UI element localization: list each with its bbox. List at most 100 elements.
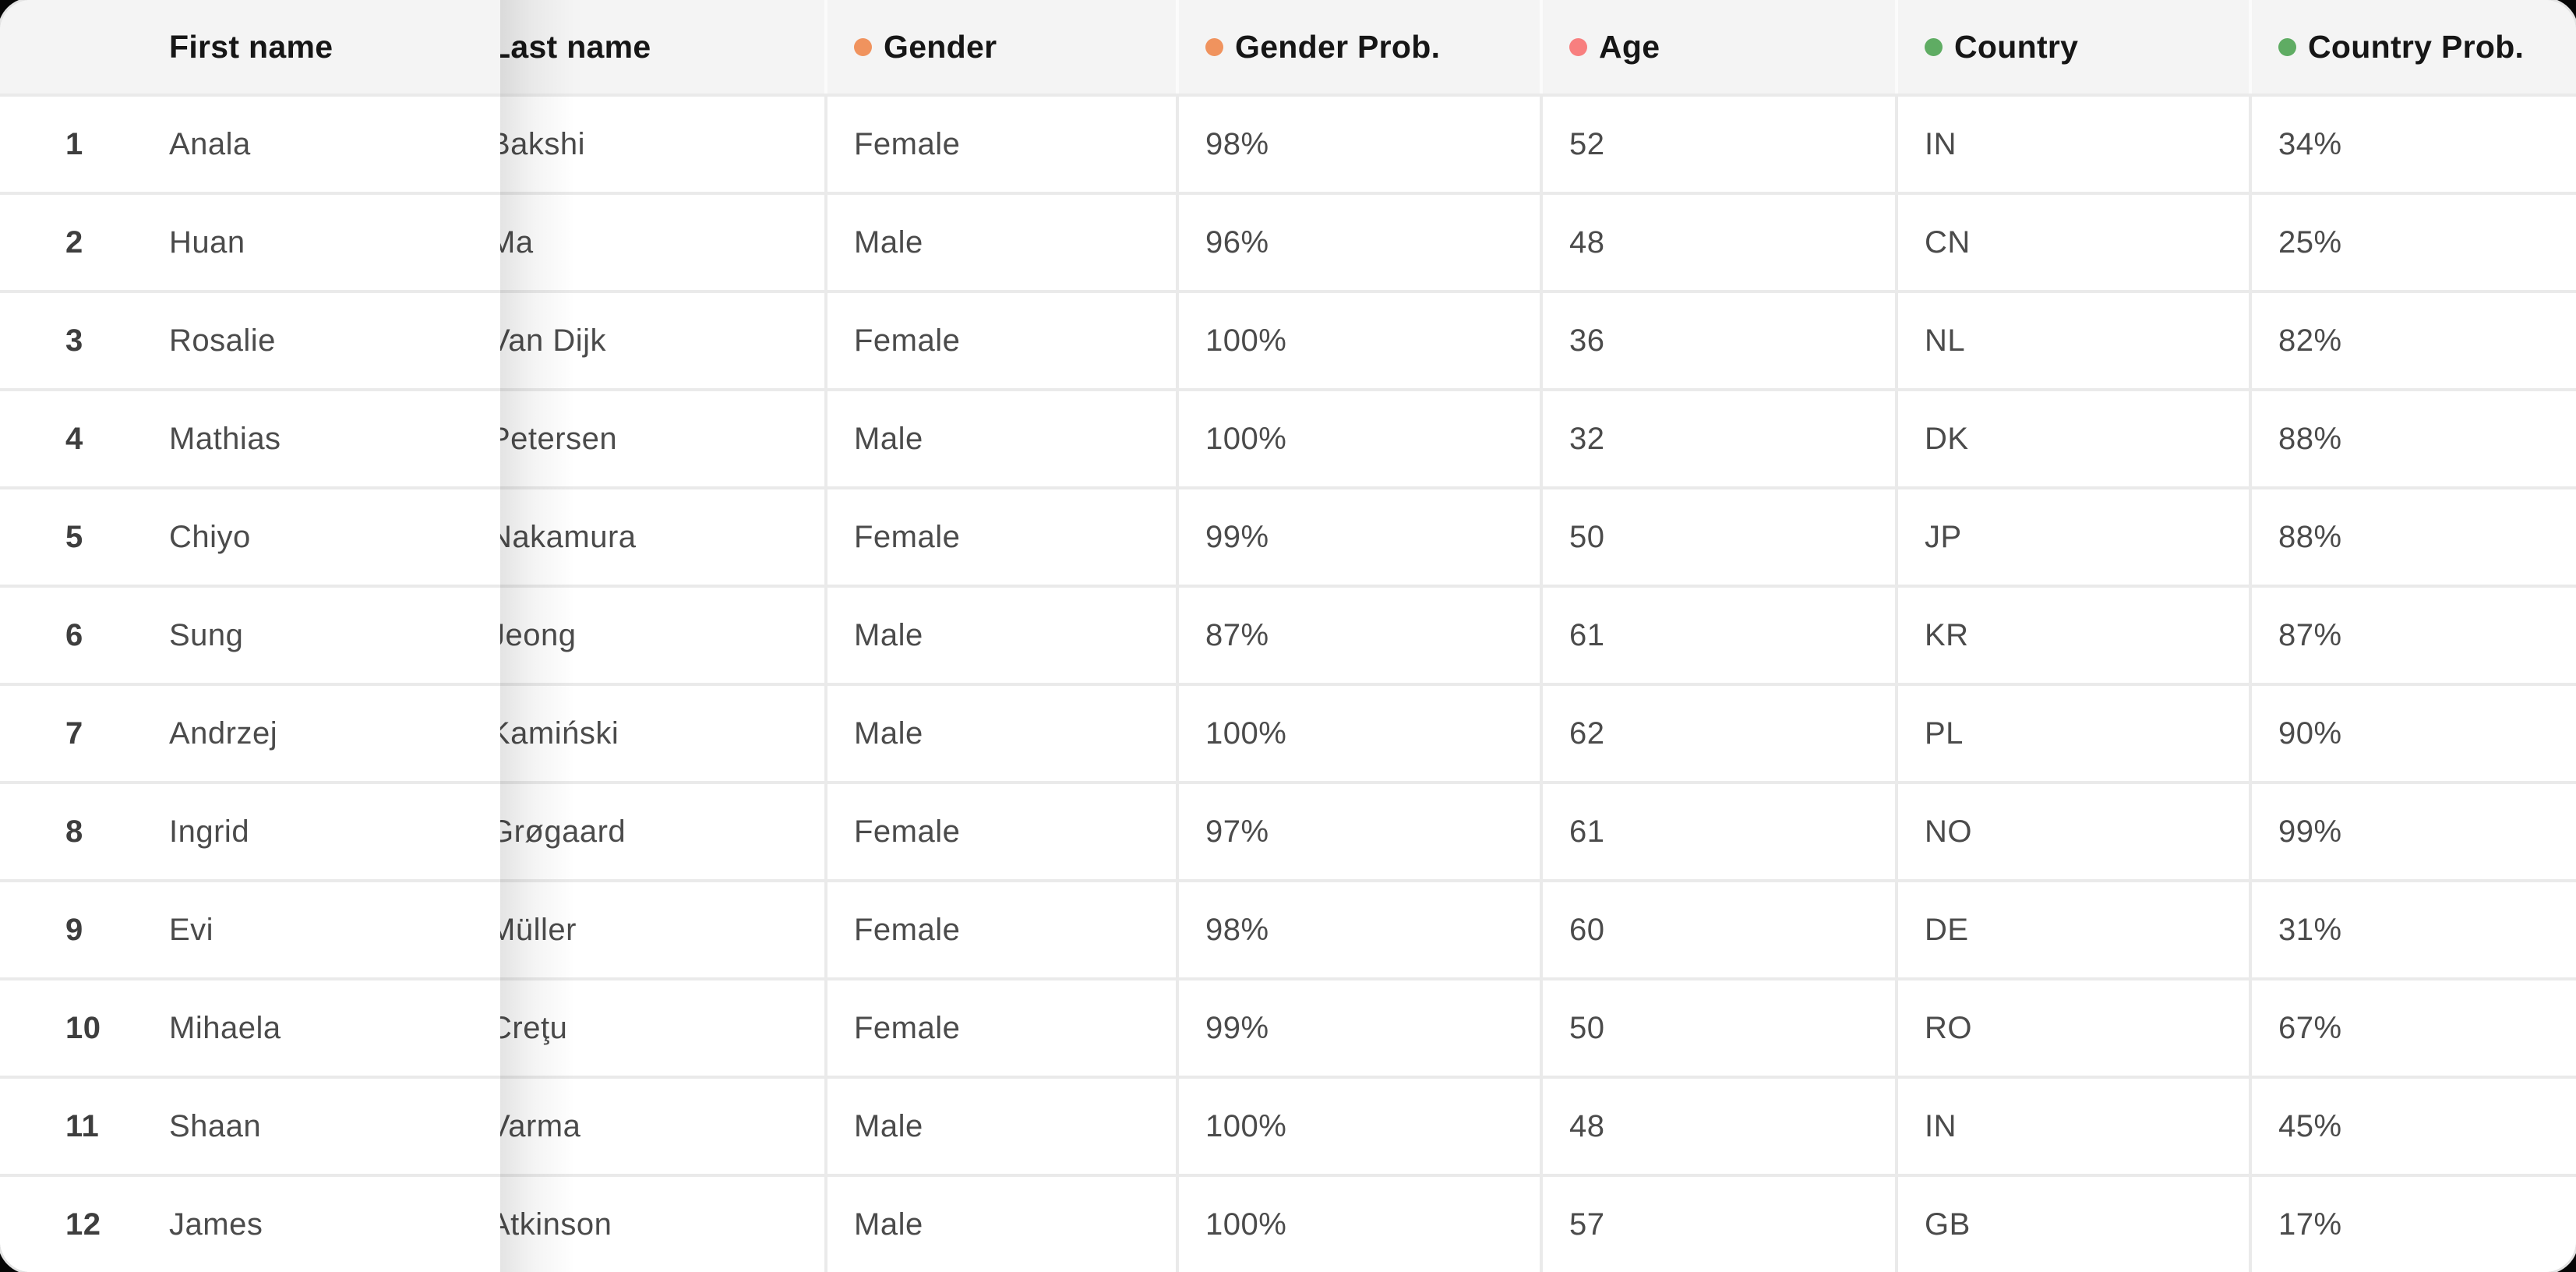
- cell-country-prob: 82%: [2249, 293, 2576, 388]
- cell-row-number: 11: [65, 1108, 100, 1143]
- cell-last-name: Atkinson: [489, 1207, 612, 1242]
- cell-country-prob: 99%: [2249, 784, 2576, 879]
- cell-country: PL: [1895, 686, 2249, 781]
- pinned-row: 6 Sung: [0, 588, 500, 686]
- cell-age: 36: [1540, 293, 1895, 388]
- age-dot-icon: [1569, 37, 1587, 56]
- cell-gender-prob: 96%: [1176, 195, 1540, 290]
- table-row: Nakamura Female 99% 50 JP 88%: [463, 489, 2576, 588]
- header-first-name[interactable]: First name: [141, 0, 500, 94]
- country-dot-icon: [1925, 37, 1943, 56]
- header-age[interactable]: Age: [1540, 0, 1895, 94]
- cell-first-name: Huan: [169, 224, 245, 260]
- cell-first-name: Mihaela: [169, 1010, 281, 1045]
- cell-age: 61: [1540, 784, 1895, 879]
- cell-age: 50: [1540, 489, 1895, 585]
- cell-age: 61: [1540, 588, 1895, 683]
- cell-age: 48: [1540, 195, 1895, 290]
- table-row: Creţu Female 99% 50 RO 67%: [463, 980, 2576, 1079]
- cell-row-number: 9: [65, 912, 83, 947]
- cell-country-prob: 90%: [2249, 686, 2576, 781]
- cell-country: RO: [1895, 980, 2249, 1076]
- cell-gender-prob: 100%: [1176, 1079, 1540, 1174]
- pinned-row: 12 James: [0, 1177, 500, 1272]
- cell-gender: Male: [824, 1079, 1176, 1174]
- header-first-name-label: First name: [169, 28, 333, 65]
- cell-last-name: Varma: [489, 1108, 581, 1143]
- pinned-row: 7 Andrzej: [0, 686, 500, 784]
- cell-gender-prob: 99%: [1176, 489, 1540, 585]
- cell-last-name: Nakamura: [489, 519, 637, 554]
- cell-row-number: 10: [65, 1010, 101, 1045]
- header-gender-prob-label: Gender Prob.: [1235, 28, 1441, 65]
- cell-last-name: Müller: [489, 912, 577, 947]
- cell-row-number: 2: [65, 224, 83, 260]
- cell-row-number: 6: [65, 617, 83, 652]
- cell-age: 48: [1540, 1079, 1895, 1174]
- table-scroll-rows: Bakshi Female 98% 52 IN 34% Ma Male 96% …: [463, 97, 2576, 1272]
- gender-dot-icon: [854, 37, 872, 56]
- pinned-row: 8 Ingrid: [0, 784, 500, 882]
- cell-country-prob: 17%: [2249, 1177, 2576, 1272]
- cell-row-number: 3: [65, 323, 83, 358]
- cell-country: JP: [1895, 489, 2249, 585]
- cell-country: IN: [1895, 97, 2249, 192]
- cell-country-prob: 88%: [2249, 489, 2576, 585]
- cell-country: NO: [1895, 784, 2249, 879]
- cell-age: 32: [1540, 391, 1895, 486]
- cell-country: GB: [1895, 1177, 2249, 1272]
- header-country-prob-label: Country Prob.: [2308, 28, 2525, 65]
- cell-gender-prob: 100%: [1176, 293, 1540, 388]
- cell-country-prob: 87%: [2249, 588, 2576, 683]
- cell-first-name: Anala: [169, 126, 251, 161]
- cell-gender: Female: [824, 784, 1176, 879]
- cell-gender: Female: [824, 980, 1176, 1076]
- cell-first-name: Evi: [169, 912, 214, 947]
- table-row: Petersen Male 100% 32 DK 88%: [463, 391, 2576, 489]
- country-prob-dot-icon: [2278, 37, 2296, 56]
- header-gender[interactable]: Gender: [824, 0, 1176, 94]
- cell-last-name: Van Dijk: [489, 323, 606, 358]
- header-age-label: Age: [1599, 28, 1660, 65]
- cell-first-name: Andrzej: [169, 716, 278, 751]
- cell-gender-prob: 98%: [1176, 882, 1540, 977]
- cell-age: 57: [1540, 1177, 1895, 1272]
- cell-last-name: Creţu: [489, 1010, 568, 1045]
- cell-gender: Male: [824, 588, 1176, 683]
- cell-row-number: 12: [65, 1207, 101, 1242]
- cell-first-name: Ingrid: [169, 814, 250, 849]
- header-gender-label: Gender: [884, 28, 997, 65]
- header-country-prob[interactable]: Country Prob.: [2249, 0, 2576, 94]
- cell-age: 52: [1540, 97, 1895, 192]
- cell-last-name: Bakshi: [489, 126, 586, 161]
- table-scroll-area: Last name Gender Gender Prob. Age Countr…: [463, 0, 2576, 1272]
- cell-first-name: Mathias: [169, 421, 281, 456]
- cell-country: NL: [1895, 293, 2249, 388]
- cell-country: DE: [1895, 882, 2249, 977]
- header-country-label: Country: [1954, 28, 2079, 65]
- cell-gender: Female: [824, 882, 1176, 977]
- cell-country: KR: [1895, 588, 2249, 683]
- pinned-row: 3 Rosalie: [0, 293, 500, 391]
- gender-prob-dot-icon: [1205, 37, 1223, 56]
- header-gender-prob[interactable]: Gender Prob.: [1176, 0, 1540, 94]
- cell-age: 60: [1540, 882, 1895, 977]
- cell-row-number: 5: [65, 519, 83, 554]
- cell-last-name: Grøgaard: [489, 814, 626, 849]
- table-row: Varma Male 100% 48 IN 45%: [463, 1079, 2576, 1177]
- cell-first-name: James: [169, 1207, 263, 1242]
- cell-gender: Female: [824, 293, 1176, 388]
- table-row: Kamiński Male 100% 62 PL 90%: [463, 686, 2576, 784]
- table-row: Ma Male 96% 48 CN 25%: [463, 195, 2576, 293]
- pinned-columns: First name 1 Anala 2 Huan 3 Rosalie 4 Ma…: [0, 0, 500, 1272]
- cell-last-name: Ma: [489, 224, 534, 260]
- cell-gender: Male: [824, 195, 1176, 290]
- cell-gender: Female: [824, 97, 1176, 192]
- header-last-name[interactable]: Last name: [463, 0, 824, 94]
- header-country[interactable]: Country: [1895, 0, 2249, 94]
- cell-first-name: Chiyo: [169, 519, 251, 554]
- cell-first-name: Rosalie: [169, 323, 276, 358]
- cell-row-number: 8: [65, 814, 83, 849]
